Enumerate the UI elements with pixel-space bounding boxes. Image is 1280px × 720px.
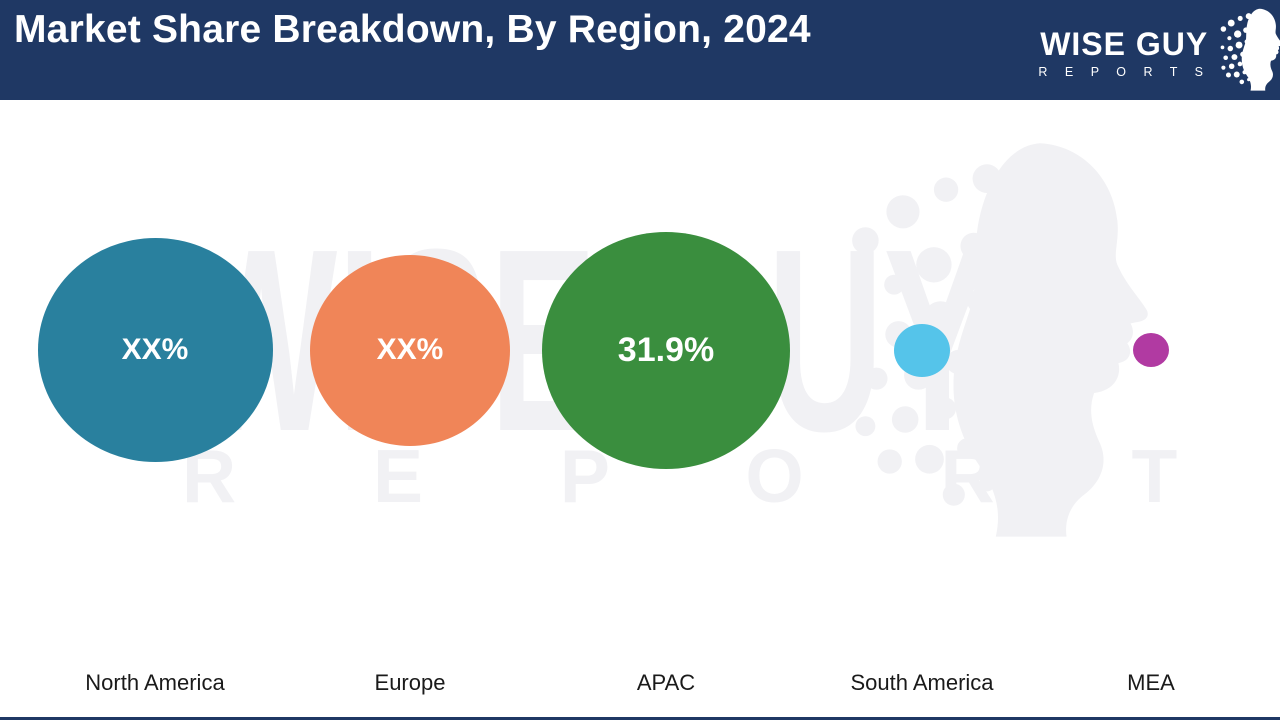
brand-logo-text: WISE GUY R E P O R T S — [1038, 26, 1210, 79]
brand-logo: WISE GUY R E P O R T S — [1030, 4, 1280, 98]
bubble-value-label: XX% — [376, 333, 444, 366]
brand-name: WISE GUY — [1040, 26, 1209, 62]
bubble-chart: XX% XX% 31.9% North America Europe APAC … — [0, 100, 1280, 717]
bubble-value-label: 31.9% — [617, 330, 715, 369]
bottom-accent-bar — [0, 717, 1280, 720]
region-label-apac: APAC — [636, 670, 696, 695]
bubble-mea — [1133, 333, 1169, 367]
region-label-europe: Europe — [374, 670, 446, 695]
bubble-value-label: XX% — [121, 333, 189, 366]
brand-head-icon — [1220, 8, 1280, 91]
brand-subtitle: R E P O R T S — [1038, 65, 1210, 79]
bubble-south-america — [894, 323, 950, 377]
region-label-mea: MEA — [1127, 670, 1175, 695]
bubble-apac: 31.9% — [542, 231, 790, 469]
region-label-north-america: North America — [85, 670, 225, 695]
header-bar: Market Share Breakdown, By Region, 2024 … — [0, 0, 1280, 100]
page-title: Market Share Breakdown, By Region, 2024 — [14, 8, 811, 51]
region-label-south-america: South America — [850, 670, 994, 695]
bubble-north-america: XX% — [37, 238, 273, 462]
bubble-europe: XX% — [310, 254, 510, 446]
